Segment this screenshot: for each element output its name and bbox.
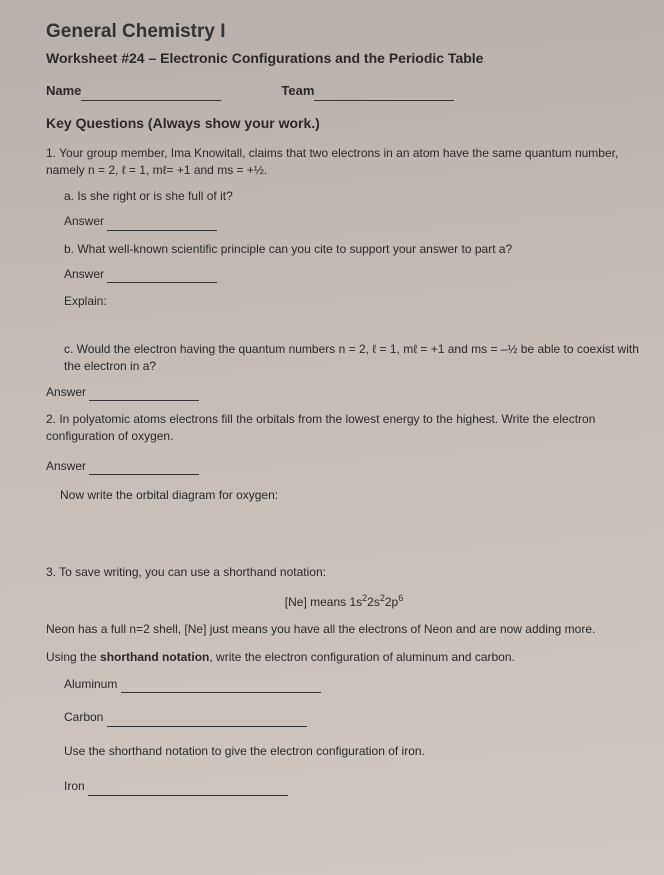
q1-text: 1. Your group member, Ima Knowitall, cla… [46,145,642,180]
q1-a: a. Is she right or is she full of it? [46,188,642,205]
iron-label: Iron [64,779,85,793]
q1-c-answer: Answer [46,384,642,401]
q2-blank[interactable] [89,461,199,475]
name-blank[interactable] [81,87,221,101]
using-bold: shorthand notation [100,650,209,664]
q1-a-answer: Answer [64,213,642,230]
q2-text: 2. In polyatomic atoms electrons fill th… [46,411,642,446]
course-title: General Chemistry I [46,18,642,46]
q2-answer: Answer [46,458,642,475]
name-team-row: Name Team [46,82,642,101]
q1-a-blank[interactable] [107,217,217,231]
answer-label: Answer [46,385,86,399]
aluminum-label: Aluminum [64,677,117,691]
question-1: 1. Your group member, Ima Knowitall, cla… [46,145,642,401]
q3-intro: 3. To save writing, you can use a shorth… [46,564,642,581]
q1-c-blank[interactable] [89,387,199,401]
ne-end: 2p [385,595,398,609]
aluminum-blank[interactable] [121,679,321,693]
q1-b: b. What well-known scientific principle … [46,241,642,258]
q2-orbital: Now write the orbital diagram for oxygen… [46,487,642,504]
q1-b-blank[interactable] [107,269,217,283]
q3-neon-line: Neon has a full n=2 shell, [Ne] just mea… [46,621,642,638]
ne-pre: [Ne] means 1s [285,595,362,609]
team-field: Team [281,82,454,101]
answer-label: Answer [64,214,104,228]
iron-line: Iron [46,778,642,795]
key-questions-heading: Key Questions (Always show your work.) [46,113,642,133]
name-field: Name [46,82,221,101]
team-label: Team [281,83,314,98]
iron-instruction: Use the shorthand notation to give the e… [46,743,642,760]
q3-using-line: Using the shorthand notation, write the … [46,649,642,666]
sup-6: 6 [398,593,403,603]
q1-explain: Explain: [64,293,642,310]
answer-label: Answer [64,267,104,281]
carbon-label: Carbon [64,710,103,724]
question-3: 3. To save writing, you can use a shorth… [46,564,642,795]
q1-c: c. Would the electron having the quantum… [46,341,642,376]
name-label: Name [46,83,81,98]
q1-b-answer: Answer [64,266,642,283]
iron-blank[interactable] [88,782,288,796]
aluminum-line: Aluminum [46,676,642,693]
worksheet-subtitle: Worksheet #24 – Electronic Configuration… [46,48,642,68]
using-pre: Using the [46,650,100,664]
team-blank[interactable] [314,87,454,101]
carbon-blank[interactable] [107,713,307,727]
using-post: , write the electron configuration of al… [209,650,515,664]
q3-ne-means: [Ne] means 1s22s22p6 [46,592,642,611]
carbon-line: Carbon [46,709,642,726]
question-2: 2. In polyatomic atoms electrons fill th… [46,411,642,505]
answer-label: Answer [46,459,86,473]
ne-mid: 2s [367,595,380,609]
